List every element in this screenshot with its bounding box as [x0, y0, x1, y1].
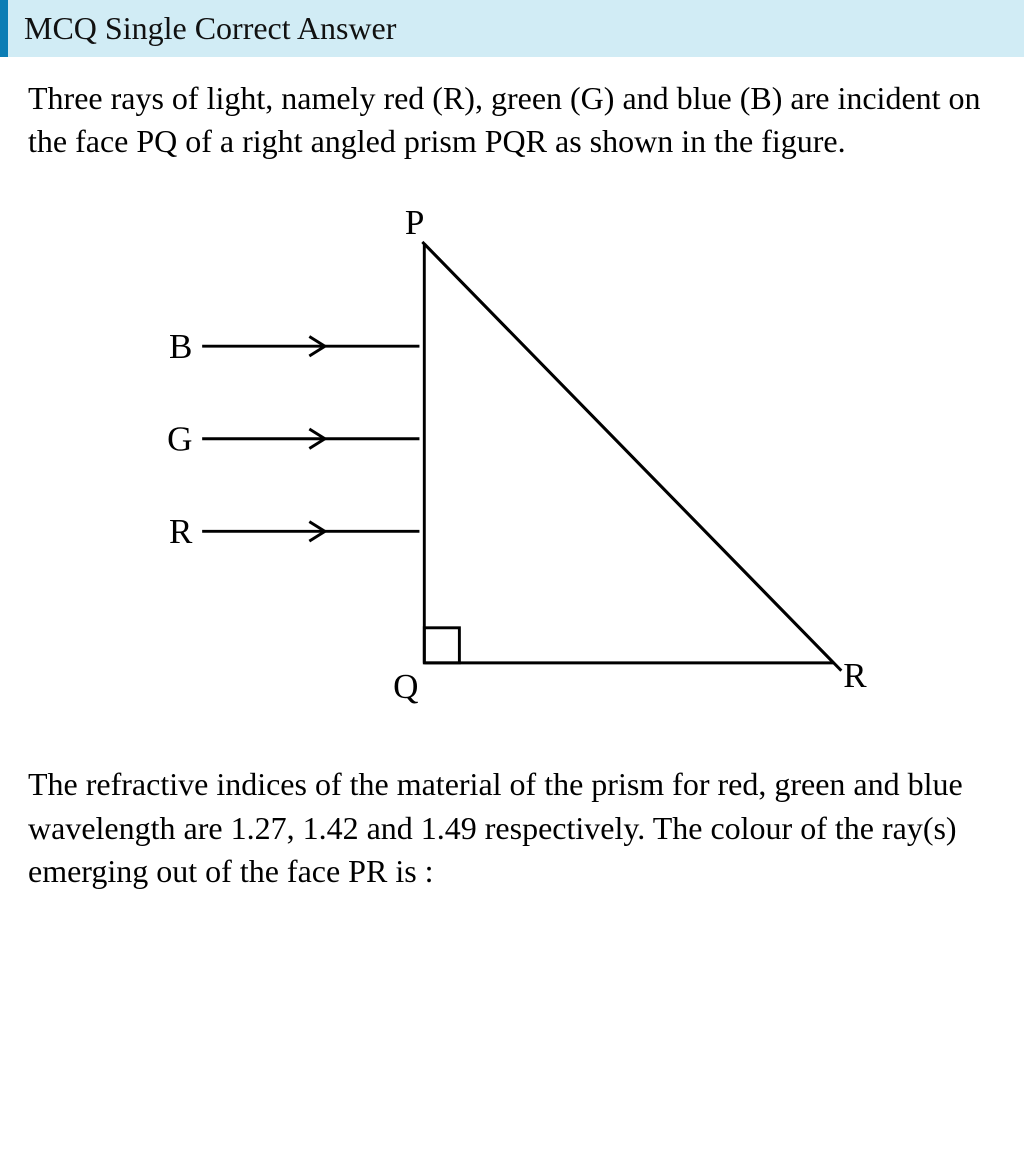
question-content: Three rays of light, namely red (R), gre… — [0, 57, 1024, 893]
vertex-label-Q: Q — [393, 667, 418, 706]
ray-label-R: R — [169, 512, 193, 551]
ray-B — [202, 337, 419, 356]
ray-R — [202, 522, 419, 541]
vertex-label-R: R — [843, 657, 867, 696]
prism-diagram: P Q R B G R — [132, 193, 892, 743]
prism-triangle — [422, 242, 841, 671]
header-title: MCQ Single Correct Answer — [24, 10, 396, 46]
right-angle-marker — [424, 628, 459, 663]
ray-label-B: B — [169, 327, 192, 366]
question-post-text: The refractive indices of the material o… — [28, 763, 996, 893]
question-type-header: MCQ Single Correct Answer — [0, 0, 1024, 57]
ray-label-G: G — [167, 420, 192, 459]
ray-G — [202, 429, 419, 448]
vertex-label-P: P — [405, 204, 425, 243]
question-intro-text: Three rays of light, namely red (R), gre… — [28, 77, 996, 163]
diagram-container: P Q R B G R — [28, 163, 996, 763]
